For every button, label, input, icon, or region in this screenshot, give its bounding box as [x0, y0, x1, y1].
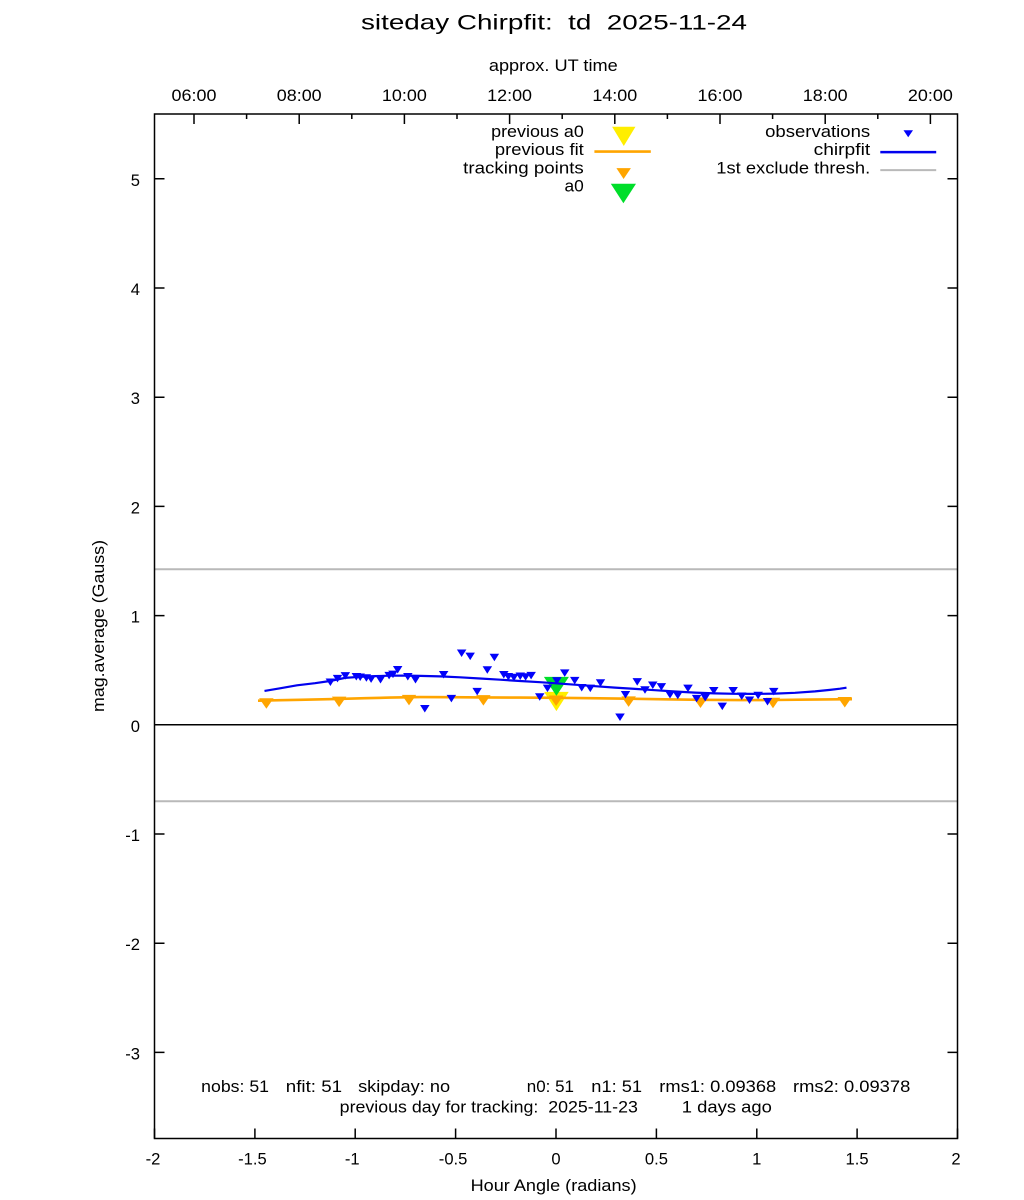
- svg-text:2: 2: [131, 498, 140, 517]
- svg-text:20:00: 20:00: [908, 86, 953, 105]
- svg-text:-1: -1: [125, 826, 140, 845]
- svg-text:a0: a0: [565, 177, 584, 196]
- svg-text:-2: -2: [146, 1150, 161, 1169]
- svg-text:observations: observations: [765, 122, 870, 141]
- svg-text:previous a0: previous a0: [491, 122, 584, 141]
- svg-text:rms2: 0.09378: rms2: 0.09378: [793, 1077, 910, 1096]
- svg-text:5: 5: [131, 171, 140, 190]
- svg-text:tracking points: tracking points: [463, 158, 584, 177]
- svg-text:18:00: 18:00: [803, 86, 848, 105]
- svg-text:1st exclude thresh.: 1st exclude thresh.: [716, 158, 870, 177]
- svg-text:0.5: 0.5: [645, 1150, 668, 1169]
- svg-text:rms1: 0.09368: rms1: 0.09368: [659, 1077, 776, 1096]
- svg-text:1: 1: [131, 608, 140, 627]
- svg-text:0: 0: [551, 1150, 560, 1169]
- svg-text:mag.average (Gauss): mag.average (Gauss): [90, 540, 108, 712]
- svg-text:previous day for tracking: 20: previous day for tracking: 2025-11-23: [340, 1098, 638, 1117]
- svg-text:skipday: no: skipday: no: [358, 1077, 450, 1096]
- svg-text:0: 0: [131, 717, 140, 736]
- svg-text:1: 1: [752, 1150, 761, 1169]
- svg-text:n1: 51: n1: 51: [591, 1077, 642, 1096]
- svg-text:-2: -2: [125, 935, 140, 954]
- svg-text:4: 4: [131, 280, 140, 299]
- svg-text:10:00: 10:00: [382, 86, 427, 105]
- svg-text:06:00: 06:00: [172, 86, 217, 105]
- svg-text:previous fit: previous fit: [495, 140, 584, 159]
- svg-text:12:00: 12:00: [487, 86, 532, 105]
- svg-text:-3: -3: [125, 1044, 140, 1063]
- svg-text:3: 3: [131, 389, 140, 408]
- svg-text:nobs: 51: nobs: 51: [201, 1077, 269, 1096]
- svg-text:-0.5: -0.5: [439, 1150, 468, 1169]
- svg-text:-1.5: -1.5: [238, 1150, 267, 1169]
- svg-text:-1: -1: [345, 1150, 360, 1169]
- svg-text:nfit: 51: nfit: 51: [286, 1077, 342, 1096]
- svg-text:n0: 51: n0: 51: [527, 1077, 574, 1096]
- svg-text:approx. UT time: approx. UT time: [489, 56, 618, 75]
- svg-text:chirpfit: chirpfit: [814, 140, 871, 159]
- svg-text:2: 2: [951, 1150, 960, 1169]
- svg-text:1.5: 1.5: [846, 1150, 869, 1169]
- svg-text:1 days ago: 1 days ago: [682, 1098, 772, 1117]
- svg-text:16:00: 16:00: [698, 86, 743, 105]
- svg-text:08:00: 08:00: [277, 86, 322, 105]
- svg-text:14:00: 14:00: [592, 86, 637, 105]
- svg-text:siteday Chirpfit: td 2025-11: siteday Chirpfit: td 2025-11-24: [361, 11, 747, 34]
- svg-text:Hour Angle (radians): Hour Angle (radians): [471, 1176, 637, 1195]
